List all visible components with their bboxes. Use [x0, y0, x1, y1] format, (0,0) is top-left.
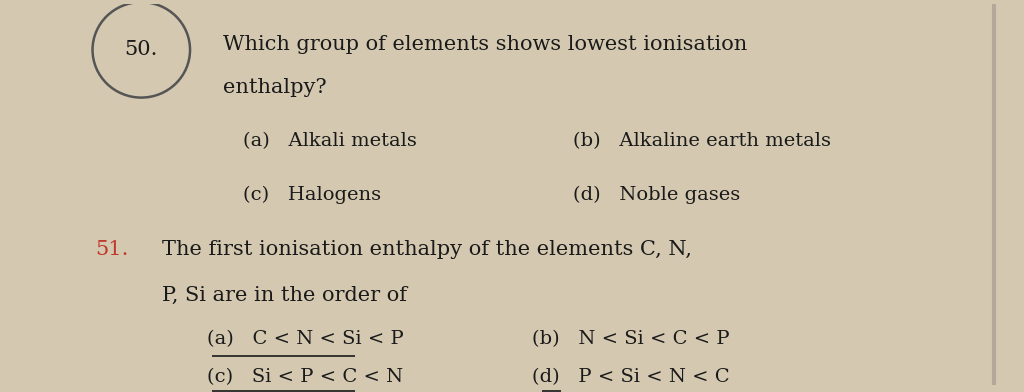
- Text: (c)   Si < P < C < N: (c) Si < P < C < N: [207, 368, 403, 386]
- Text: enthalpy?: enthalpy?: [222, 78, 327, 98]
- Text: (b)   N < Si < C < P: (b) N < Si < C < P: [532, 330, 730, 348]
- Text: (d)   P < Si < N < C: (d) P < Si < N < C: [532, 368, 730, 386]
- Text: Which group of elements shows lowest ionisation: Which group of elements shows lowest ion…: [222, 34, 746, 54]
- Text: The first ionisation enthalpy of the elements C, N,: The first ionisation enthalpy of the ele…: [162, 240, 691, 259]
- Text: (b)   Alkaline earth metals: (b) Alkaline earth metals: [573, 132, 830, 150]
- Text: (c)   Halogens: (c) Halogens: [243, 185, 381, 203]
- Text: P, Si are in the order of: P, Si are in the order of: [162, 286, 407, 305]
- Text: 50.: 50.: [125, 40, 158, 59]
- Text: 51.: 51.: [95, 240, 129, 259]
- Text: (d)   Noble gases: (d) Noble gases: [573, 185, 740, 203]
- Text: (a)   Alkali metals: (a) Alkali metals: [243, 132, 417, 150]
- Text: (a)   C < N < Si < P: (a) C < N < Si < P: [207, 330, 404, 348]
